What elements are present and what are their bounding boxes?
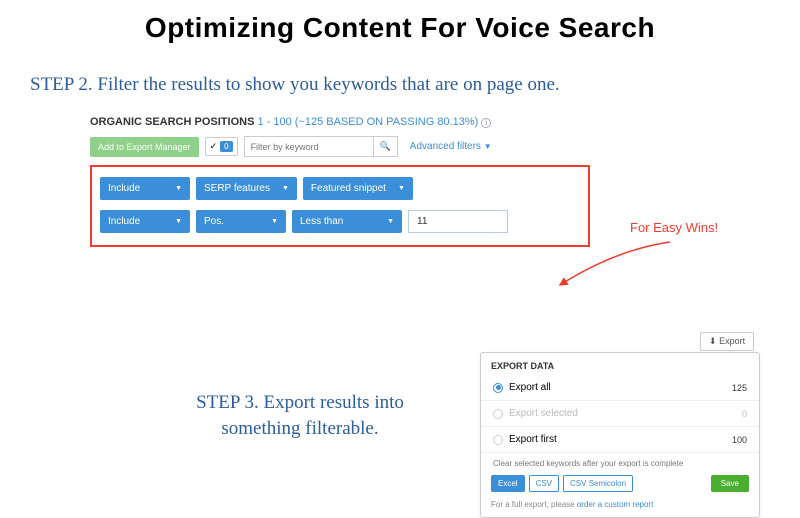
- arrow-icon: [555, 240, 675, 290]
- radio-icon: [493, 435, 503, 445]
- organic-panel: ORGANIC SEARCH POSITIONS 1 - 100 (~125 B…: [90, 116, 690, 247]
- export-opt-value: 0: [742, 409, 747, 419]
- filter-row-2: Include ▼ Pos. ▼ Less than ▼ 11: [100, 210, 580, 233]
- panel-header-text: ORGANIC SEARCH POSITIONS: [90, 116, 254, 128]
- dd-label: Less than: [300, 216, 343, 227]
- dd-label: Include: [108, 216, 140, 227]
- divider: [481, 452, 759, 453]
- export-opt-label: Export all: [509, 382, 551, 393]
- export-button-label: Export: [719, 336, 745, 346]
- export-footer-text: For a full export, please: [491, 500, 577, 509]
- export-opt-label: Export first: [509, 434, 557, 445]
- filter-include-dd-2[interactable]: Include ▼: [100, 210, 190, 233]
- export-button[interactable]: ⬇ Export: [700, 332, 754, 351]
- export-opt-label: Export selected: [509, 408, 578, 419]
- filter-value-input[interactable]: 11: [408, 210, 508, 233]
- csv-semicolon-button[interactable]: CSV Semicolon: [563, 475, 633, 492]
- step2-heading: STEP 2. Filter the results to show you k…: [30, 74, 800, 96]
- export-format-row: Excel CSV CSV Semicolon Save: [481, 469, 759, 496]
- filter-op-dd-2[interactable]: Less than ▼: [292, 210, 402, 233]
- export-opt-value: 100: [732, 435, 747, 445]
- filter-field-dd-2[interactable]: Pos. ▼: [196, 210, 286, 233]
- radio-icon: [493, 409, 503, 419]
- filter-include-dd-1[interactable]: Include ▼: [100, 177, 190, 200]
- export-option-first[interactable]: Export first 100: [481, 429, 759, 450]
- panel-header: ORGANIC SEARCH POSITIONS 1 - 100 (~125 B…: [90, 116, 690, 128]
- export-data-panel: EXPORT DATA Export all 125 Export select…: [480, 352, 760, 518]
- step3-heading: STEP 3. Export results into something fi…: [150, 390, 450, 441]
- filter-value-dd-1[interactable]: Featured snippet ▼: [303, 177, 413, 200]
- toolbar-row: Add to Export Manager ✓ 0 🔍 Advanced fil…: [90, 136, 690, 157]
- download-icon: ⬇: [709, 336, 717, 346]
- step3-line1: STEP 3. Export results into: [196, 392, 404, 413]
- info-icon[interactable]: i: [481, 118, 491, 128]
- export-option-selected[interactable]: Export selected 0: [481, 403, 759, 424]
- filter-highlight-box: Include ▼ SERP features ▼ Featured snippet…: [90, 165, 590, 247]
- chevron-down-icon: ▼: [398, 185, 405, 192]
- export-panel-header: EXPORT DATA: [481, 353, 759, 377]
- selection-count: 0: [220, 141, 232, 152]
- export-opt-value: 125: [732, 383, 747, 393]
- export-option-all[interactable]: Export all 125: [481, 377, 759, 398]
- filter-field-dd-1[interactable]: SERP features ▼: [196, 177, 297, 200]
- panel-header-range: 1 - 100 (~125 BASED ON PASSING 80.13%): [257, 116, 478, 128]
- save-button[interactable]: Save: [711, 475, 749, 492]
- chevron-down-icon: ▼: [282, 185, 289, 192]
- export-note: Clear selected keywords after your expor…: [481, 455, 759, 469]
- excel-button[interactable]: Excel: [491, 475, 525, 492]
- chevron-down-icon: ▼: [387, 218, 394, 225]
- page-title: Optimizing Content For Voice Search: [0, 0, 800, 44]
- custom-report-link[interactable]: order a custom report: [577, 500, 653, 509]
- filter-row-1: Include ▼ SERP features ▼ Featured snippet…: [100, 177, 580, 200]
- selection-badge[interactable]: ✓ 0: [205, 137, 238, 156]
- advanced-filters-link[interactable]: Advanced filters ▼: [410, 141, 492, 152]
- add-export-button[interactable]: Add to Export Manager: [90, 137, 199, 157]
- dd-label: Pos.: [204, 216, 224, 227]
- step3-line2: something filterable.: [221, 418, 378, 439]
- divider: [481, 426, 759, 427]
- export-footer: For a full export, please order a custom…: [481, 496, 759, 517]
- callout-text: For Easy Wins!: [630, 220, 718, 235]
- chevron-down-icon: ▼: [175, 218, 182, 225]
- keyword-filter-input[interactable]: [244, 136, 374, 157]
- dd-label: SERP features: [204, 183, 270, 194]
- advanced-filters-label: Advanced filters: [410, 141, 481, 152]
- dd-label: Featured snippet: [311, 183, 386, 194]
- dd-label: Include: [108, 183, 140, 194]
- search-icon[interactable]: 🔍: [374, 136, 398, 157]
- radio-icon: [493, 383, 503, 393]
- divider: [481, 400, 759, 401]
- csv-button[interactable]: CSV: [529, 475, 559, 492]
- chevron-down-icon: ▼: [271, 218, 278, 225]
- chevron-down-icon: ▼: [484, 142, 492, 151]
- check-icon: ✓: [210, 141, 218, 152]
- chevron-down-icon: ▼: [175, 185, 182, 192]
